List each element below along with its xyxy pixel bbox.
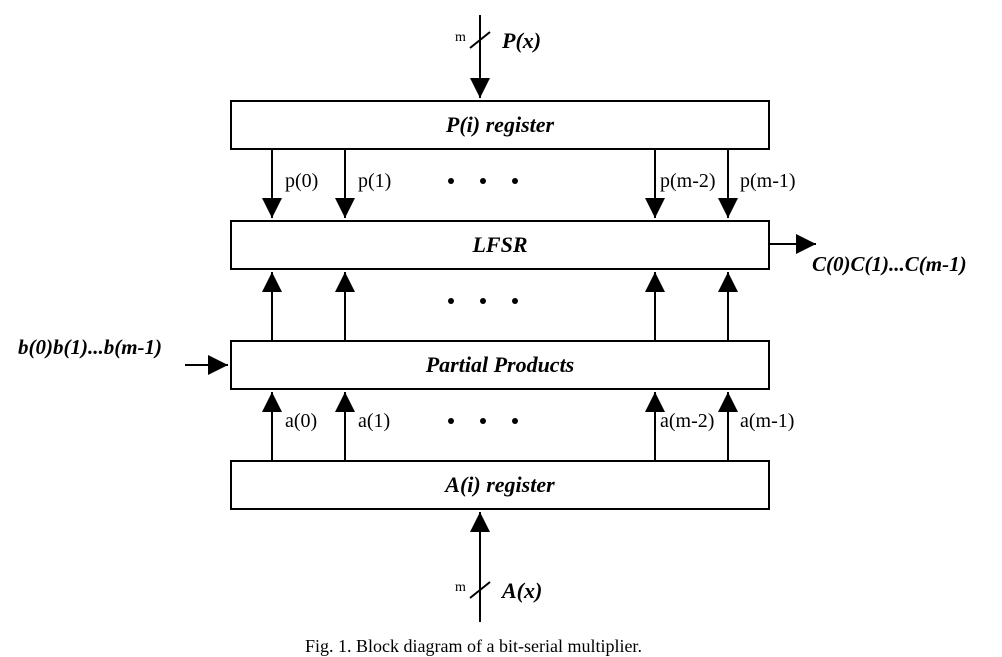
input-p-m-label: m <box>455 30 466 46</box>
block-a-register: A(i) register <box>230 460 770 510</box>
dot <box>448 298 454 304</box>
input-a-text: A(x) <box>502 578 542 603</box>
a-label-0: a(0) <box>285 410 317 433</box>
p-label-m1: p(m-1) <box>740 170 796 193</box>
p-label-0: p(0) <box>285 170 318 193</box>
block-partial-products-label: Partial Products <box>426 352 575 378</box>
input-p-label: P(x) <box>502 28 541 54</box>
dot <box>512 418 518 424</box>
block-a-register-label: A(i) register <box>445 472 554 498</box>
dot <box>512 178 518 184</box>
block-partial-products: Partial Products <box>230 340 770 390</box>
dot <box>480 298 486 304</box>
figure-caption: Fig. 1. Block diagram of a bit-serial mu… <box>305 636 642 657</box>
a-label-m1: a(m-1) <box>740 410 794 433</box>
p-label-1: p(1) <box>358 170 391 193</box>
p-label-m2: p(m-2) <box>660 170 716 193</box>
dot <box>480 418 486 424</box>
output-c-label: C(0)C(1)...C(m-1) <box>812 252 967 277</box>
dot <box>448 418 454 424</box>
block-lfsr: LFSR <box>230 220 770 270</box>
a-label-m2: a(m-2) <box>660 410 714 433</box>
input-a-m-label: m <box>455 580 466 596</box>
block-lfsr-label: LFSR <box>472 232 527 258</box>
dot <box>448 178 454 184</box>
input-a-label: A(x) <box>502 578 542 604</box>
block-p-register-label: P(i) register <box>446 112 554 138</box>
ellipsis-dots-p-row <box>448 178 518 184</box>
arrows-overlay <box>0 0 1002 656</box>
input-p-text: P(x) <box>502 28 541 53</box>
ellipsis-dots-mid-row <box>448 298 518 304</box>
dot <box>480 178 486 184</box>
a-label-1: a(1) <box>358 410 390 433</box>
block-p-register: P(i) register <box>230 100 770 150</box>
diagram-stage: P(i) register LFSR Partial Products A(i)… <box>0 0 1002 656</box>
input-b-label: b(0)b(1)...b(m-1) <box>18 335 162 360</box>
ellipsis-dots-a-row <box>448 418 518 424</box>
dot <box>512 298 518 304</box>
